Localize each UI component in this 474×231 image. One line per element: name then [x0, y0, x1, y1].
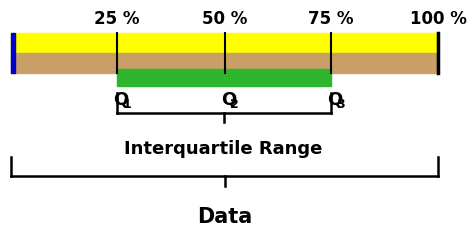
- Bar: [11, 54, 438, 74]
- Text: 50 %: 50 %: [202, 10, 247, 28]
- Text: Q: Q: [327, 90, 342, 108]
- Text: Interquartile Range: Interquartile Range: [124, 140, 323, 158]
- Text: 75 %: 75 %: [308, 10, 354, 28]
- Text: 1: 1: [123, 97, 132, 110]
- Bar: [11, 34, 15, 74]
- Text: Q: Q: [113, 90, 128, 108]
- Text: 2: 2: [230, 97, 239, 110]
- Text: 100 %: 100 %: [410, 10, 466, 28]
- Text: 3: 3: [337, 97, 345, 110]
- Bar: [117, 70, 331, 87]
- Bar: [11, 34, 438, 61]
- Text: Q: Q: [221, 90, 236, 108]
- Text: Data: Data: [197, 206, 252, 225]
- Text: 25 %: 25 %: [94, 10, 140, 28]
